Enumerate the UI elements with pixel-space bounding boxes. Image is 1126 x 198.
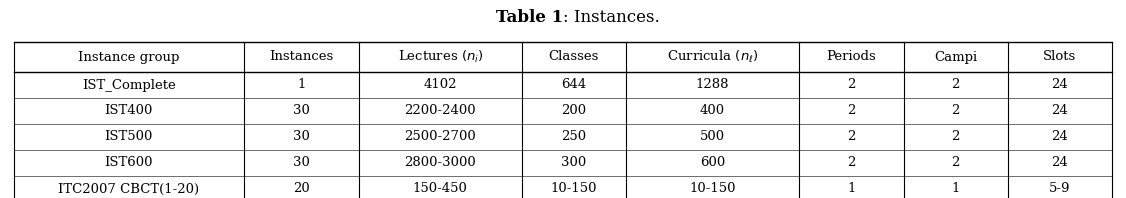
- Text: ITC2007 CBCT(1-20): ITC2007 CBCT(1-20): [59, 183, 199, 195]
- Text: 150-450: 150-450: [413, 183, 467, 195]
- Text: 2: 2: [848, 78, 856, 91]
- Text: 2: 2: [951, 105, 959, 117]
- Text: 10-150: 10-150: [689, 183, 735, 195]
- Text: Table 1: Table 1: [495, 10, 563, 27]
- Text: 1: 1: [848, 183, 856, 195]
- Text: Campi: Campi: [935, 50, 977, 64]
- Text: 2: 2: [951, 78, 959, 91]
- Text: 2800-3000: 2800-3000: [404, 156, 476, 169]
- Text: 24: 24: [1052, 105, 1069, 117]
- Text: 1288: 1288: [696, 78, 730, 91]
- Text: : Instances.: : Instances.: [563, 10, 660, 27]
- Text: 200: 200: [561, 105, 587, 117]
- Text: 2: 2: [848, 105, 856, 117]
- Text: Lectures $(n_i)$: Lectures $(n_i)$: [397, 49, 483, 65]
- Text: 250: 250: [561, 130, 587, 144]
- Text: 500: 500: [700, 130, 725, 144]
- Text: 2500-2700: 2500-2700: [404, 130, 476, 144]
- Text: 10-150: 10-150: [551, 183, 597, 195]
- Text: 20: 20: [293, 183, 310, 195]
- Text: 1: 1: [297, 78, 305, 91]
- Text: 1: 1: [951, 183, 959, 195]
- Text: Instance group: Instance group: [78, 50, 179, 64]
- Text: 2: 2: [848, 130, 856, 144]
- Text: 4102: 4102: [423, 78, 457, 91]
- Text: 300: 300: [561, 156, 587, 169]
- Text: IST_Complete: IST_Complete: [82, 78, 176, 91]
- Text: 24: 24: [1052, 130, 1069, 144]
- Text: 2: 2: [848, 156, 856, 169]
- Text: 5-9: 5-9: [1049, 183, 1071, 195]
- Text: 2: 2: [951, 156, 959, 169]
- Text: 30: 30: [293, 156, 310, 169]
- Text: 2: 2: [951, 130, 959, 144]
- Text: Slots: Slots: [1044, 50, 1076, 64]
- Text: IST500: IST500: [105, 130, 153, 144]
- Text: IST600: IST600: [105, 156, 153, 169]
- Text: Instances: Instances: [269, 50, 333, 64]
- Text: 600: 600: [700, 156, 725, 169]
- Text: 2200-2400: 2200-2400: [404, 105, 476, 117]
- Text: 400: 400: [700, 105, 725, 117]
- Text: 30: 30: [293, 130, 310, 144]
- Text: Curricula $(n_\ell)$: Curricula $(n_\ell)$: [667, 49, 759, 65]
- Text: Periods: Periods: [826, 50, 876, 64]
- Text: 24: 24: [1052, 156, 1069, 169]
- Text: Classes: Classes: [548, 50, 599, 64]
- Text: 30: 30: [293, 105, 310, 117]
- Text: 24: 24: [1052, 78, 1069, 91]
- Text: 644: 644: [561, 78, 587, 91]
- Text: IST400: IST400: [105, 105, 153, 117]
